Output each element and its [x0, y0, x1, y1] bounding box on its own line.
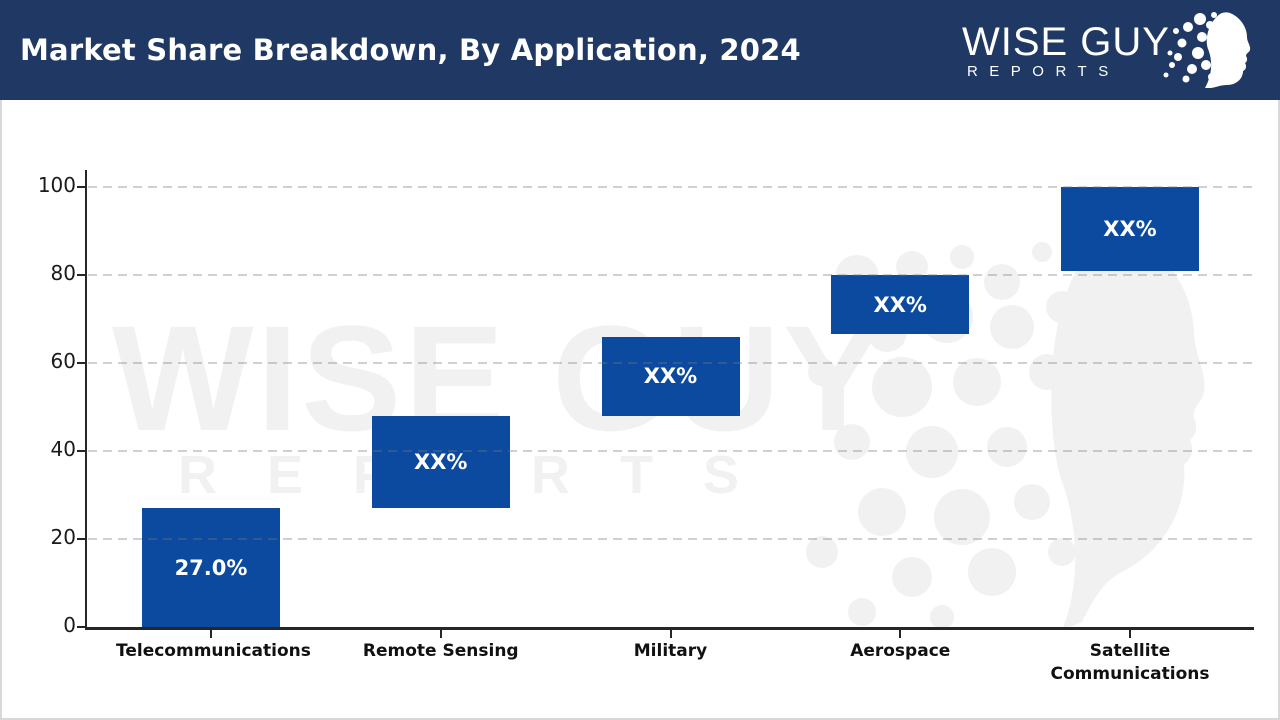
bar-value-label: XX% [643, 364, 698, 389]
bar-value-label: XX% [873, 292, 927, 317]
x-axis-category-label: Aerospace [850, 641, 951, 661]
y-axis-tickmark [77, 186, 86, 188]
page-title: Market Share Breakdown, By Application, … [20, 33, 801, 67]
x-axis-tickmark [1129, 630, 1131, 638]
logo-face-icon [1163, 12, 1251, 88]
y-axis-tick-label: 80 [50, 261, 76, 285]
y-axis-line [85, 170, 87, 629]
y-axis-tick-label: 40 [50, 437, 76, 461]
watermark-face [806, 232, 1205, 630]
x-axis-category-label: Telecommunications [116, 641, 311, 661]
x-axis-tickmark [899, 630, 902, 638]
logo-subtext: REPORTS [966, 62, 1120, 80]
y-axis-tickmark [77, 274, 86, 276]
bar-satellite-communications: XX% [1061, 187, 1199, 271]
x-axis-category-label: Remote Sensing [362, 641, 519, 661]
bar-telecommunications: 27.0% [142, 508, 280, 627]
gridline-40 [88, 450, 1254, 452]
y-axis-tick-label: 0 [63, 613, 76, 637]
page-border-bottom [0, 718, 1280, 720]
logo-text: WISE GUY REPORTS [962, 22, 1170, 79]
y-axis-tickmark [77, 538, 86, 540]
bar-value-label: XX% [414, 449, 468, 474]
gridline-100 [88, 186, 1254, 188]
bar-aerospace: XX% [831, 275, 970, 335]
y-axis-tickmark [77, 362, 86, 364]
gridline-20 [88, 538, 1254, 540]
y-axis-tick-label: 60 [50, 349, 76, 373]
page-border-right [1278, 100, 1280, 720]
y-axis-tick-label: 100 [37, 173, 76, 197]
header-bar: Market Share Breakdown, By Application, … [0, 0, 1280, 100]
x-axis-tickmark [669, 630, 672, 638]
x-axis-tickmark [210, 630, 212, 638]
gridline-80 [88, 274, 1254, 276]
x-axis-category-label: Satellite Communications [1050, 641, 1210, 684]
y-axis-tick-label: 20 [50, 525, 76, 549]
bar-remote-sensing: XX% [371, 415, 510, 509]
y-axis-tickmark [77, 450, 86, 452]
bar-military: XX% [601, 336, 740, 416]
bar-value-label: 27.0% [174, 555, 248, 580]
gridline-60 [88, 362, 1254, 364]
x-axis-category-label: Military [633, 641, 708, 661]
x-axis-line [85, 627, 1254, 630]
y-axis-tickmark [77, 626, 86, 628]
logo-wordmark: WISE GUY [961, 19, 1170, 64]
logo: WISE GUY REPORTS [962, 9, 1254, 91]
x-axis-tickmark [439, 630, 442, 638]
bar-value-label: XX% [1103, 216, 1157, 241]
page-border-left [0, 100, 2, 720]
